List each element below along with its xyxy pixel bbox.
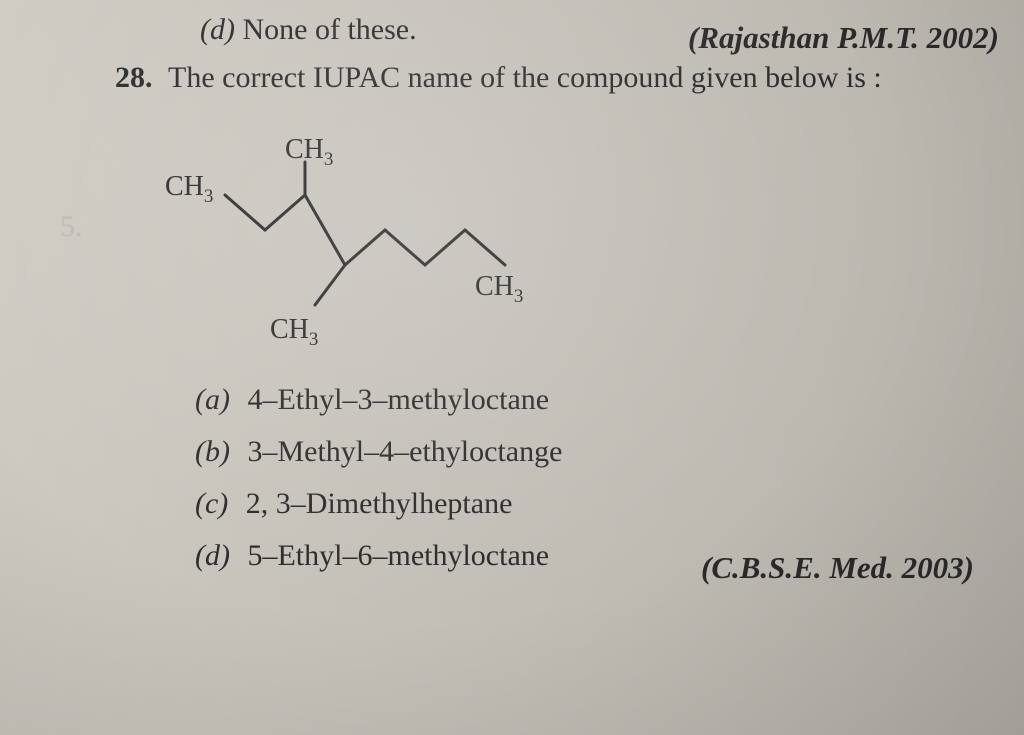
label-ch3-right: CH3 [475, 271, 523, 307]
prev-option-d: (d) None of these. [200, 10, 417, 49]
option-a: (a) 4–Ethyl–3–methyloctane [195, 380, 549, 419]
label-ch3-bottom: CH3 [270, 314, 318, 350]
molecule-diagram: CH3 CH3 CH3 CH3 [165, 140, 535, 360]
page: (d) None of these. (Rajasthan P.M.T. 200… [0, 0, 1024, 735]
branch-ethyl [315, 265, 345, 305]
option-a-letter: (a) [195, 383, 230, 416]
prev-option-letter: (d) [200, 13, 235, 46]
question-number: 28. [115, 61, 153, 94]
option-c: (c) 2, 3–Dimethylheptane [195, 484, 512, 523]
question-text: The correct IUPAC name of the compound g… [168, 61, 882, 94]
backbone [225, 195, 505, 265]
option-b: (b) 3–Methyl–4–ethyloctange [195, 432, 562, 471]
option-d: (d) 5–Ethyl–6–methyloctane [195, 536, 549, 575]
option-b-text: 3–Methyl–4–ethyloctange [247, 435, 562, 468]
option-d-text: 5–Ethyl–6–methyloctane [247, 539, 549, 572]
option-c-letter: (c) [195, 487, 228, 520]
label-ch3-left: CH3 [165, 171, 213, 207]
option-b-letter: (b) [195, 435, 230, 468]
option-a-text: 4–Ethyl–3–methyloctane [247, 383, 549, 416]
label-ch3-top: CH3 [285, 134, 333, 170]
ghost-text-1: 5. [60, 210, 83, 244]
question-row: 28. The correct IUPAC name of the compou… [115, 58, 882, 97]
question-source: (C.B.S.E. Med. 2003) [701, 548, 974, 588]
vignette-overlay [0, 0, 1024, 735]
prev-source: (Rajasthan P.M.T. 2002) [688, 18, 999, 58]
option-d-letter: (d) [195, 539, 230, 572]
prev-option-text: None of these. [242, 13, 416, 46]
molecule-svg: CH3 CH3 CH3 CH3 [165, 140, 535, 360]
option-c-text: 2, 3–Dimethylheptane [246, 487, 513, 520]
